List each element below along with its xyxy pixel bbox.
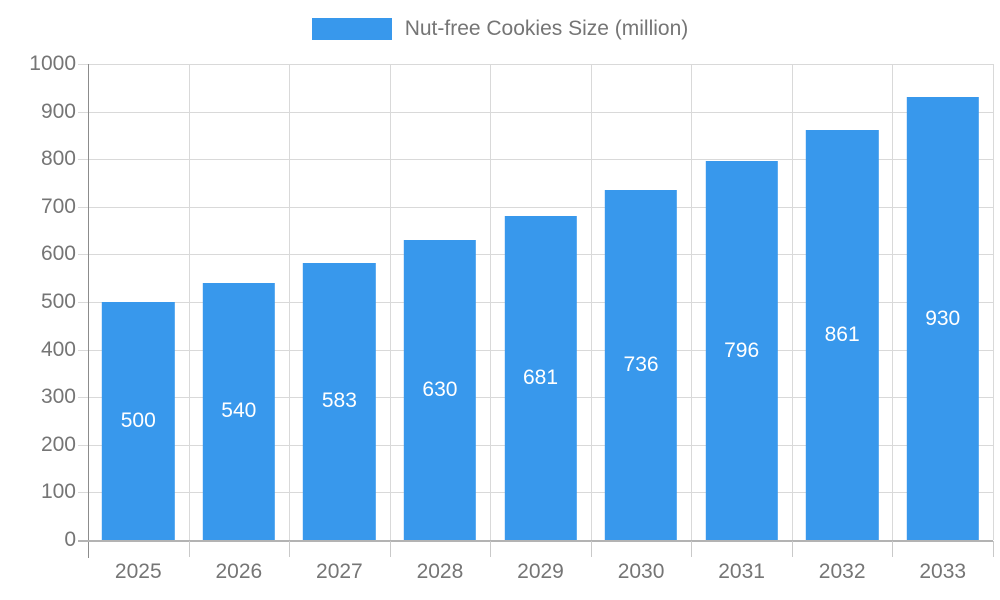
x-axis-line [78, 540, 993, 542]
x-axis-tick-label: 2029 [517, 560, 564, 583]
y-axis-tick-label: 400 [40, 337, 76, 361]
y-axis-line [88, 64, 89, 558]
y-axis-tick-label: 0 [64, 528, 76, 551]
y-axis-tick-label: 300 [40, 385, 76, 409]
x-axis-tick-label: 2030 [617, 560, 665, 583]
x-axis-tick [993, 541, 994, 557]
x-axis-tick [289, 541, 291, 557]
bar-value-label: 861 [824, 323, 860, 347]
bar[interactable]: 500 [102, 302, 175, 540]
x-axis-tick [590, 541, 592, 557]
x-axis-tick [188, 541, 190, 557]
x-axis-labels: 2025 2026 2027 2028 2029 2030 2031 2032 2033 [88, 560, 993, 588]
y-axis-tick-label: 1000 [29, 52, 76, 75]
x-axis-tick-label: 2028 [416, 560, 464, 583]
x-axis-tick-label: 2032 [818, 560, 866, 583]
y-axis-tick-label: 200 [40, 432, 76, 456]
x-axis-tick-label: 2026 [215, 560, 263, 583]
legend-label: Nut-free Cookies Size (million) [404, 17, 689, 40]
y-axis-tick-label: 500 [40, 290, 76, 313]
h-gridline [78, 64, 993, 65]
bar-value-label: 583 [321, 389, 357, 413]
bar-value-label: 500 [120, 409, 156, 432]
x-axis-tick-label: 2027 [316, 560, 363, 583]
v-gridline [993, 64, 994, 540]
x-axis-tick [892, 541, 894, 557]
bar[interactable]: 796 [705, 161, 778, 540]
y-axis-tick-label: 900 [40, 99, 76, 123]
bar[interactable]: 861 [805, 130, 879, 540]
x-axis-tick-label: 2025 [114, 560, 162, 583]
h-gridline [78, 206, 993, 208]
x-axis-tick [691, 541, 693, 557]
y-axis-labels: 0 100 200 300 400 500 600 700 800 900 1000 [0, 52, 76, 551]
bar-value-label: 630 [422, 378, 458, 402]
legend-swatch [311, 18, 392, 40]
bar[interactable]: 583 [303, 262, 376, 540]
y-axis-tick-label: 800 [40, 147, 76, 171]
x-axis-tick-label: 2031 [718, 560, 765, 583]
bar[interactable]: 930 [906, 97, 979, 540]
x-axis-ticks [88, 541, 994, 557]
bar[interactable]: 630 [403, 240, 477, 540]
x-axis-tick [389, 541, 391, 557]
h-gridline [78, 159, 993, 161]
plot-area: 500 540 583 630 681 736 796 861 930 [78, 64, 994, 540]
x-axis-tick [791, 541, 793, 557]
bar[interactable]: 540 [202, 282, 276, 540]
x-axis-tick-label: 2033 [919, 560, 967, 583]
bar-value-label: 930 [925, 306, 961, 330]
h-gridline [78, 111, 993, 113]
y-axis-tick-label: 100 [40, 480, 76, 504]
bar[interactable]: 681 [504, 215, 577, 540]
y-axis-tick-label: 600 [40, 242, 76, 266]
bar-value-label: 796 [724, 338, 760, 362]
legend[interactable]: Nut-free Cookies Size (million) [0, 17, 1000, 41]
x-axis-tick [490, 541, 492, 557]
bar-value-label: 736 [623, 352, 659, 376]
y-axis-tick-label: 700 [40, 194, 76, 218]
bar[interactable]: 736 [604, 189, 678, 540]
bar-value-label: 540 [221, 399, 257, 423]
bar-value-label: 681 [522, 365, 559, 389]
